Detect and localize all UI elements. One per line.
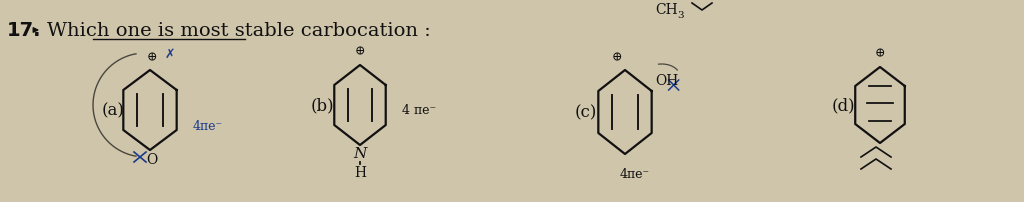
Text: ✗: ✗ (165, 48, 175, 61)
Text: H: H (354, 165, 366, 179)
Text: (a): (a) (101, 102, 124, 119)
Text: (b): (b) (310, 97, 334, 114)
Text: O: O (146, 152, 158, 166)
Text: ⊕: ⊕ (354, 45, 366, 58)
Text: Which one is most stable carbocation :: Which one is most stable carbocation : (47, 22, 431, 40)
Text: 4 πe⁻: 4 πe⁻ (401, 104, 436, 117)
Text: ⊕: ⊕ (146, 51, 158, 64)
Text: 4πe⁻: 4πe⁻ (193, 119, 223, 132)
Text: N: N (353, 146, 367, 160)
Text: CH: CH (655, 3, 678, 17)
Text: ⊕: ⊕ (611, 51, 622, 64)
Text: 4πe⁻: 4πe⁻ (620, 168, 650, 181)
Text: (d): (d) (831, 97, 855, 114)
Text: ⊕: ⊕ (874, 47, 886, 60)
Text: 17.: 17. (7, 21, 42, 40)
Text: OH: OH (655, 74, 679, 87)
Text: 3: 3 (677, 11, 684, 19)
Text: (c): (c) (574, 104, 597, 121)
